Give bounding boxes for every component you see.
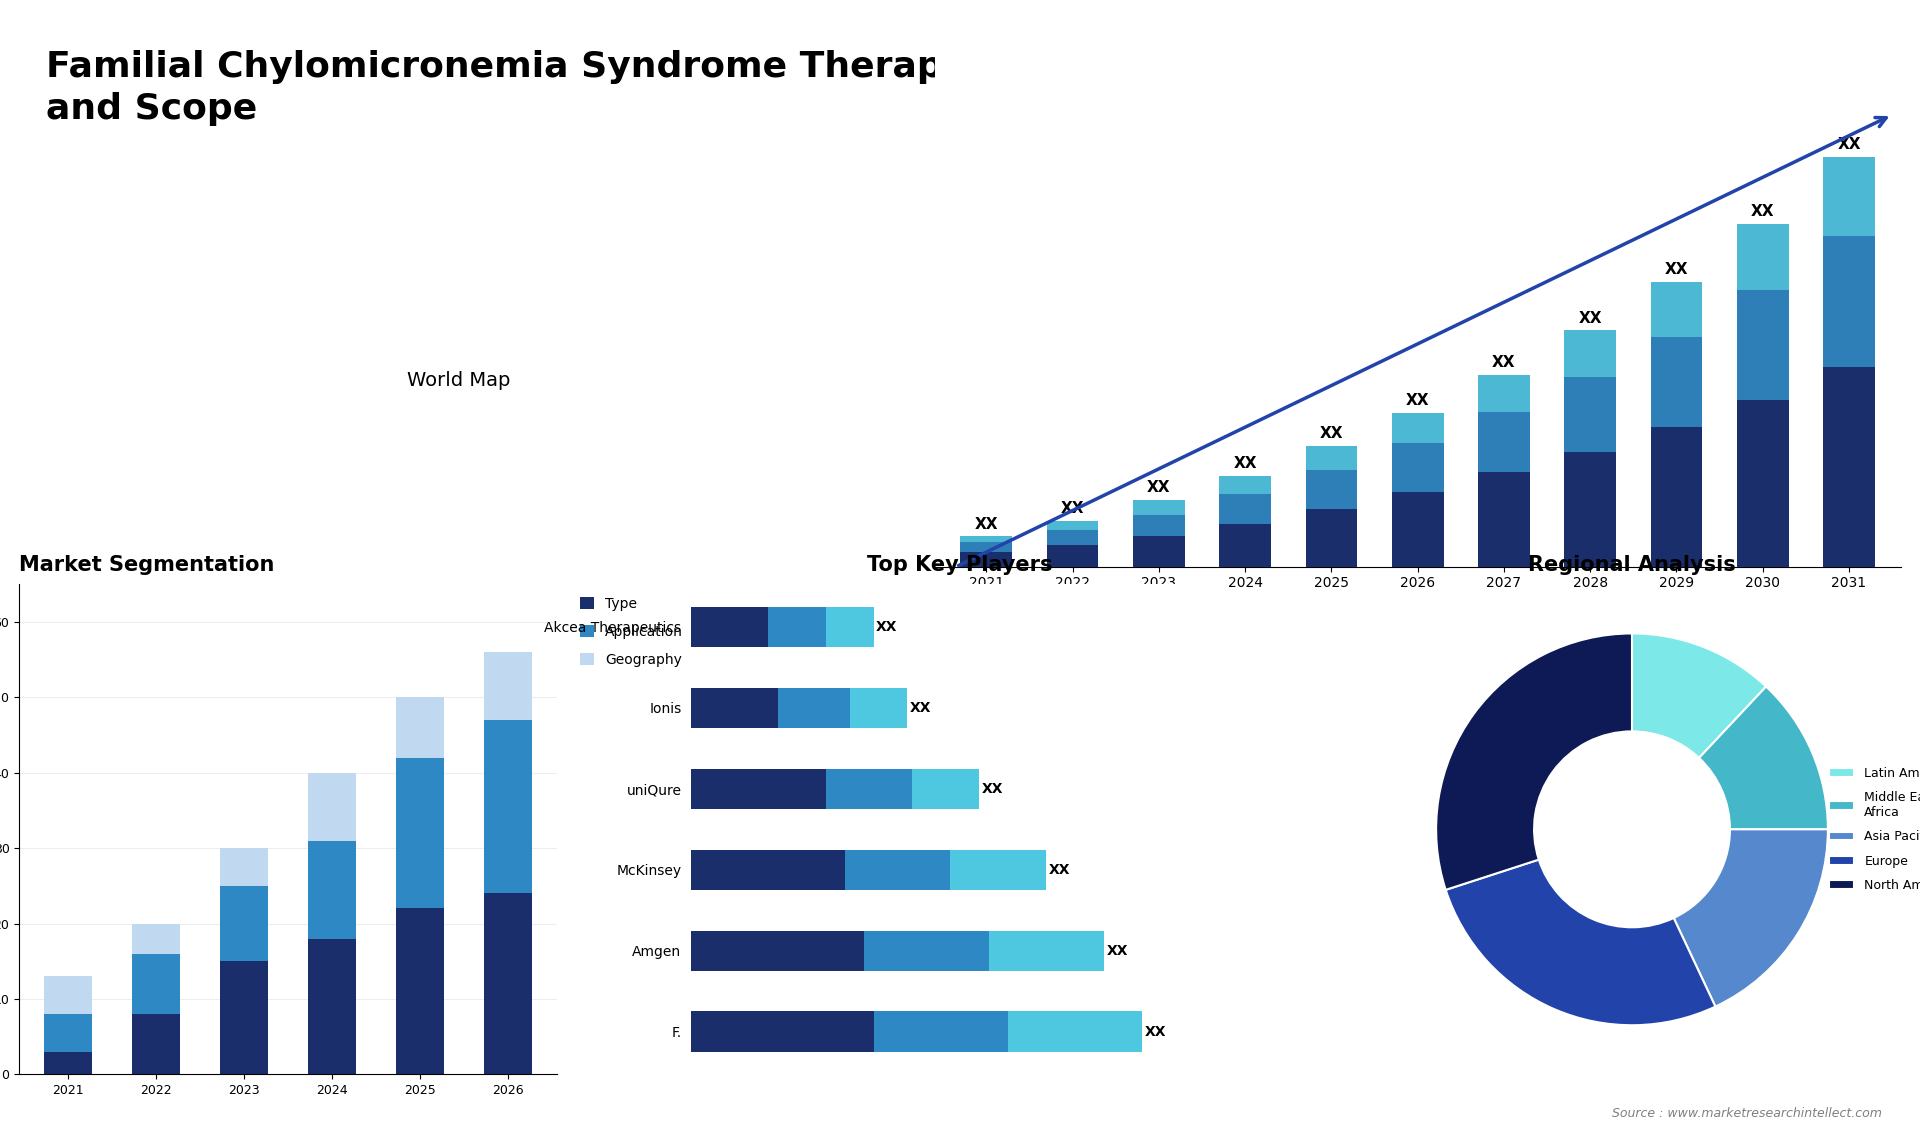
Text: Familial Chylomicronemia Syndrome Therapeutics Market Size
and Scope: Familial Chylomicronemia Syndrome Therap… [46, 50, 1317, 126]
Bar [1651, 427, 1703, 567]
Bar [1219, 525, 1271, 567]
Bar [1306, 470, 1357, 509]
Text: XX: XX [975, 517, 998, 532]
Bar [826, 769, 912, 809]
Bar [691, 1012, 874, 1052]
Bar [1133, 500, 1185, 515]
Bar [1306, 446, 1357, 470]
Bar [1651, 337, 1703, 427]
Bar [219, 886, 269, 961]
Bar [307, 939, 357, 1074]
Text: Source : www.marketresearchintellect.com: Source : www.marketresearchintellect.com [1613, 1107, 1882, 1120]
Bar [1738, 400, 1789, 567]
Bar [1478, 472, 1530, 567]
Bar [1478, 375, 1530, 411]
Text: XX: XX [1144, 1025, 1165, 1038]
Bar [960, 552, 1012, 567]
Bar [1738, 290, 1789, 400]
Bar [691, 606, 768, 647]
Wedge shape [1632, 634, 1766, 758]
Text: XX: XX [1492, 355, 1515, 370]
Text: XX: XX [1106, 944, 1127, 958]
Text: World Map: World Map [407, 371, 511, 390]
Bar [1478, 411, 1530, 472]
Bar [849, 688, 906, 728]
Bar [396, 758, 444, 909]
Bar [912, 769, 979, 809]
Bar [1738, 223, 1789, 290]
Bar [1565, 452, 1617, 567]
Legend: Type, Application, Geography: Type, Application, Geography [574, 591, 689, 673]
Bar [778, 688, 849, 728]
Bar [44, 976, 92, 1014]
Bar [484, 720, 532, 894]
Bar [219, 961, 269, 1074]
Text: XX: XX [1405, 393, 1428, 408]
Text: XX: XX [1751, 204, 1774, 219]
Bar [44, 1014, 92, 1052]
Bar [1565, 330, 1617, 377]
Wedge shape [1674, 830, 1828, 1006]
Bar [1824, 157, 1876, 236]
Bar [1565, 377, 1617, 452]
Wedge shape [1436, 634, 1632, 890]
Bar [1219, 494, 1271, 525]
Bar [989, 931, 1104, 971]
Text: XX: XX [1048, 863, 1069, 877]
Bar [845, 849, 950, 890]
Bar [874, 1012, 1008, 1052]
Bar [484, 652, 532, 720]
Bar [1392, 413, 1444, 444]
Bar [691, 849, 845, 890]
Bar [960, 542, 1012, 552]
Title: Regional Analysis: Regional Analysis [1528, 555, 1736, 574]
Bar [1046, 531, 1098, 544]
Bar [132, 1014, 180, 1074]
Text: XX: XX [1578, 311, 1601, 325]
Bar [691, 769, 826, 809]
Text: XX: XX [1837, 138, 1860, 152]
Bar [1133, 515, 1185, 536]
Bar [132, 953, 180, 1014]
Text: XX: XX [876, 620, 897, 634]
Text: Market Segmentation: Market Segmentation [19, 555, 275, 574]
Bar [1133, 536, 1185, 567]
Bar [691, 688, 778, 728]
Bar [1392, 444, 1444, 492]
Bar [826, 606, 874, 647]
Bar [950, 849, 1046, 890]
Bar [1392, 492, 1444, 567]
Bar [132, 924, 180, 953]
Bar [219, 848, 269, 886]
Text: XX: XX [1146, 480, 1171, 495]
Bar [396, 698, 444, 758]
Bar [307, 841, 357, 939]
Bar [1046, 520, 1098, 531]
Bar [1651, 282, 1703, 337]
Bar [44, 1052, 92, 1074]
Bar [1306, 509, 1357, 567]
Bar [484, 894, 532, 1074]
Bar [307, 772, 357, 841]
Bar [1046, 544, 1098, 567]
Text: XX: XX [981, 782, 1002, 795]
Bar [864, 931, 989, 971]
Bar [960, 536, 1012, 542]
Text: XX: XX [1062, 501, 1085, 516]
Bar [1824, 236, 1876, 367]
Text: XX: XX [910, 701, 931, 715]
Text: XX: XX [1319, 425, 1344, 441]
Wedge shape [1699, 686, 1828, 830]
Bar [396, 909, 444, 1074]
Title: Top Key Players: Top Key Players [868, 555, 1052, 574]
Bar [691, 931, 864, 971]
Bar [768, 606, 826, 647]
Text: XX: XX [1233, 456, 1258, 471]
Bar [1219, 476, 1271, 494]
Wedge shape [1446, 860, 1715, 1026]
Bar [1008, 1012, 1142, 1052]
Text: XX: XX [1665, 262, 1688, 277]
Bar [1824, 367, 1876, 567]
Legend: Latin America, Middle East &
Africa, Asia Pacific, Europe, North America: Latin America, Middle East & Africa, Asi… [1824, 762, 1920, 897]
